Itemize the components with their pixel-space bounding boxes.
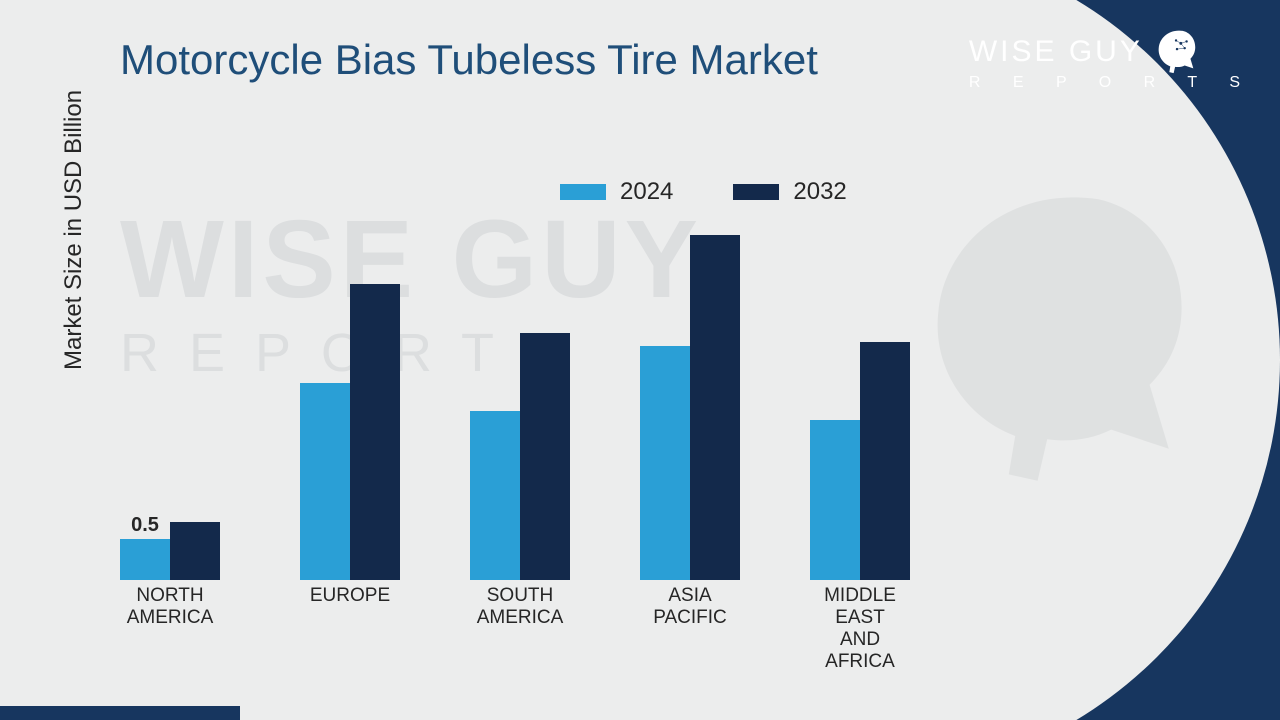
x-axis-label: SOUTHAMERICA bbox=[450, 585, 590, 629]
bar-group bbox=[470, 333, 570, 580]
report-slide: Motorcycle Bias Tubeless Tire Market WIS… bbox=[0, 0, 1280, 720]
chart-title: Motorcycle Bias Tubeless Tire Market bbox=[120, 36, 820, 84]
brand-line2: R E P O R T S bbox=[969, 74, 1254, 92]
bar-2032 bbox=[170, 522, 220, 580]
bar-2024 bbox=[810, 420, 860, 580]
legend: 2024 2032 bbox=[560, 178, 847, 206]
x-axis-label: EUROPE bbox=[280, 585, 420, 607]
legend-label-2032: 2032 bbox=[793, 178, 846, 206]
brand-line1: WISE GUY bbox=[969, 35, 1143, 69]
legend-item-2024: 2024 bbox=[560, 178, 673, 206]
x-axis-label: ASIAPACIFIC bbox=[620, 585, 760, 629]
x-axis-label: MIDDLEEASTANDAFRICA bbox=[790, 585, 930, 672]
footer-accent-bar bbox=[0, 706, 240, 720]
legend-label-2024: 2024 bbox=[620, 178, 673, 206]
bar-2024 bbox=[640, 346, 690, 580]
bar-2032 bbox=[350, 284, 400, 580]
bar-2032 bbox=[520, 333, 570, 580]
legend-swatch-2024 bbox=[560, 184, 606, 200]
bar-chart: 0.5 bbox=[100, 210, 920, 580]
brand-panel bbox=[1035, 0, 1280, 720]
bar-2032 bbox=[690, 235, 740, 580]
y-axis-label: Market Size in USD Billion bbox=[60, 90, 88, 370]
bar-2024 bbox=[300, 383, 350, 580]
bar-2032 bbox=[860, 342, 910, 580]
brand-head-icon bbox=[1153, 28, 1201, 76]
bar-group bbox=[300, 284, 400, 580]
x-axis-label: NORTHAMERICA bbox=[100, 585, 240, 629]
bar-group bbox=[810, 342, 910, 580]
bar-group bbox=[640, 235, 740, 580]
bar-2024 bbox=[470, 411, 520, 580]
bar-2024 bbox=[120, 539, 170, 580]
legend-swatch-2032 bbox=[733, 184, 779, 200]
bar-value-label: 0.5 bbox=[131, 514, 159, 537]
legend-item-2032: 2032 bbox=[733, 178, 846, 206]
brand-logo: WISE GUY R E P O R T S bbox=[969, 28, 1254, 92]
